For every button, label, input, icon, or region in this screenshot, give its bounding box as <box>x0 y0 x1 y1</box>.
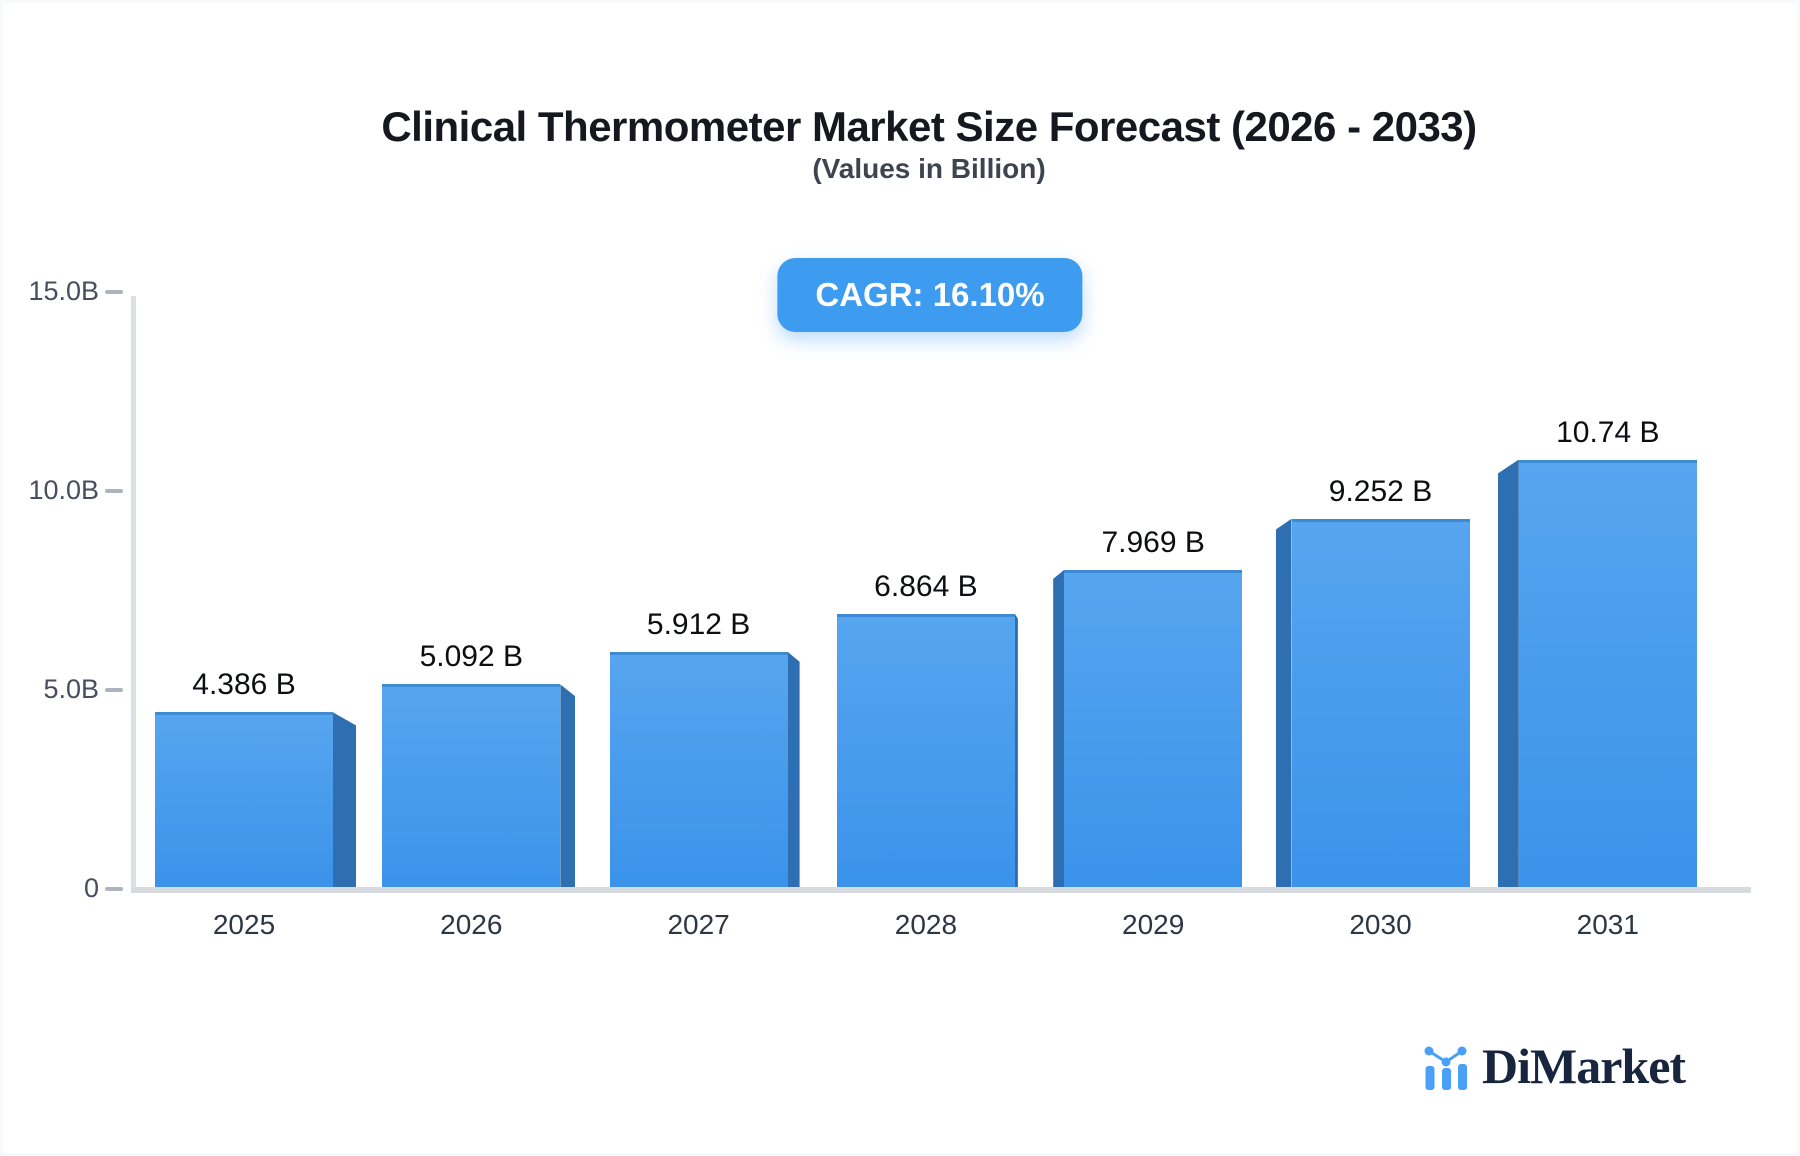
bar-value-label-2031: 10.74 B <box>1556 415 1660 449</box>
bar-value-label-2027: 5.912 B <box>646 607 751 641</box>
bar-side-face-2027 <box>787 651 800 887</box>
bar-value-label-2030: 9.252 B <box>1328 474 1433 508</box>
bar-value-label-2026: 5.092 B <box>419 640 524 674</box>
y-axis-tick-mark <box>105 290 123 294</box>
dimarket-logo: DiMarket <box>1424 1038 1686 1094</box>
bar-2026 <box>382 684 561 887</box>
bar-side-face-2029 <box>1053 569 1065 887</box>
bar-2031 <box>1518 459 1697 887</box>
bar-side-face-2030 <box>1275 518 1292 887</box>
bar-value-label-2028: 6.864 B <box>874 569 978 603</box>
bar-value-label-2029: 7.969 B <box>1101 525 1205 559</box>
x-axis-label-2027: 2027 <box>667 909 730 940</box>
y-axis-tick-mark <box>105 688 123 692</box>
x-axis-label-2025: 2025 <box>212 909 276 940</box>
y-axis-tick-mark <box>105 887 123 891</box>
cagr-badge: CAGR: 16.10% <box>777 258 1083 332</box>
y-axis-tick-label: 10.0B <box>28 475 99 505</box>
bar-2030 <box>1291 518 1470 887</box>
bar-side-face-2028 <box>1014 613 1018 887</box>
bar-2028 <box>836 613 1015 887</box>
bar-2025 <box>155 712 333 887</box>
y-axis-tick-label: 15.0B <box>28 276 99 306</box>
bar-value-label-2025: 4.386 B <box>192 668 296 702</box>
bar-chart-plot: 15.0B 10.0B 5.0B 0 4.386 B 5.092 B 5.912 B 6.8… <box>3 3 1797 1153</box>
x-axis-line <box>131 887 1751 893</box>
cagr-badge-label: CAGR: 16.10% <box>815 276 1045 313</box>
x-axis-label-2030: 2030 <box>1349 909 1412 940</box>
x-axis-label-2031: 2031 <box>1576 909 1639 940</box>
x-axis-label-2028: 2028 <box>894 909 958 940</box>
y-axis-tick-mark <box>105 489 123 493</box>
y-axis-tick-label: 0 <box>83 873 99 903</box>
dimarket-logo-text: DiMarket <box>1482 1038 1686 1094</box>
y-axis-line <box>131 296 136 892</box>
chart-subtitle: (Values in Billion) <box>812 153 1046 184</box>
chart-title: Clinical Thermometer Market Size Forecas… <box>381 103 1477 150</box>
bar-2029 <box>1064 569 1243 887</box>
x-axis-label-2026: 2026 <box>440 909 503 940</box>
x-axis-label-2029: 2029 <box>1122 909 1185 940</box>
bar-side-face-2026 <box>560 684 576 887</box>
y-axis-tick-label: 5.0B <box>43 674 99 704</box>
bar-2027 <box>609 651 788 887</box>
bar-line-chart-icon <box>1424 1046 1467 1090</box>
bar-side-face-2025 <box>333 712 356 887</box>
bar-side-face-2031 <box>1497 459 1519 887</box>
